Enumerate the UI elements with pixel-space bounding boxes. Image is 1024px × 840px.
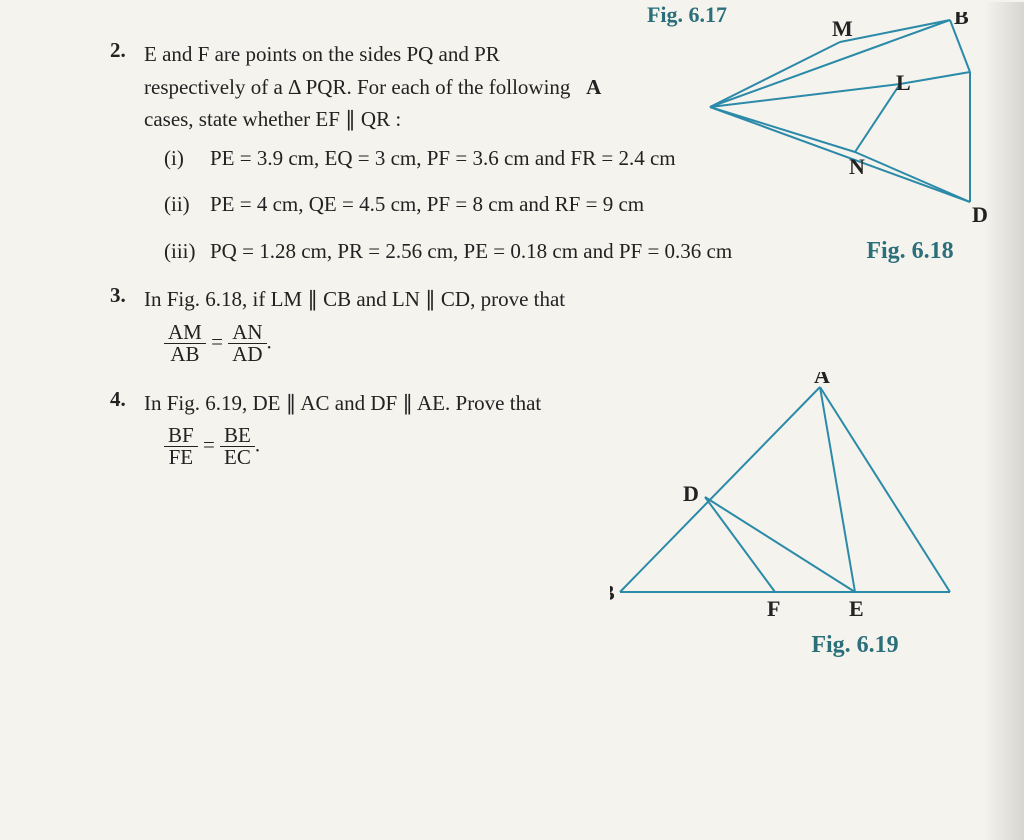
svg-text:A: A xyxy=(814,372,830,388)
q4-frac1-num: BF xyxy=(164,425,198,447)
q3-frac1-den: AB xyxy=(164,344,206,365)
q4-dot: . xyxy=(255,433,260,457)
q2-ii-label: (ii) xyxy=(164,188,210,221)
q2-ii-text: PE = 4 cm, QE = 4.5 cm, PF = 8 cm and RF… xyxy=(210,188,644,221)
q3-equation: AM AB = AN AD . xyxy=(164,322,984,365)
fig618-svg: MBLND xyxy=(700,12,1000,222)
figure-618: MBLND Fig. 6.18 xyxy=(700,12,1000,265)
q3-text: In Fig. 6.18, if LM ∥ CB and LN ∥ CD, pr… xyxy=(144,283,984,316)
svg-text:D: D xyxy=(683,481,699,506)
q2-line1: E and F are points on the sides PQ and P… xyxy=(144,42,500,66)
page-shadow xyxy=(984,2,1024,840)
q4-frac1: BF FE xyxy=(164,425,198,468)
q3-frac2-num: AN xyxy=(228,322,266,344)
svg-text:N: N xyxy=(849,154,865,179)
fig619-caption: Fig. 6.19 xyxy=(720,632,990,659)
q4-eq: = xyxy=(203,433,215,457)
svg-text:L: L xyxy=(896,70,911,95)
q3-frac1: AM AB xyxy=(164,322,206,365)
q2-line3: cases, state whether EF ∥ QR : xyxy=(144,107,401,131)
q4-frac2-den: EC xyxy=(220,447,255,468)
fig618-caption: Fig. 6.18 xyxy=(820,238,1000,265)
fig619-svg: A B D F E xyxy=(610,372,990,622)
q3-frac2-den: AD xyxy=(228,344,266,365)
fig618-point-A-inline: A xyxy=(586,75,601,99)
q2-iii-label: (iii) xyxy=(164,235,210,268)
q4-frac2-num: BE xyxy=(220,425,255,447)
q2-i-text: PE = 3.9 cm, EQ = 3 cm, PF = 3.6 cm and … xyxy=(210,142,676,175)
q2-i-label: (i) xyxy=(164,142,210,175)
q3-eq: = xyxy=(211,329,223,353)
svg-text:F: F xyxy=(767,596,780,621)
q4-frac2: BE EC xyxy=(220,425,255,468)
svg-text:M: M xyxy=(832,16,853,41)
q3-frac2: AN AD xyxy=(228,322,266,365)
svg-text:B: B xyxy=(954,12,969,29)
q3-dot: . xyxy=(267,329,272,353)
q2-iii-text: PQ = 1.28 cm, PR = 2.56 cm, PE = 0.18 cm… xyxy=(210,235,732,268)
q2-number: 2. xyxy=(110,38,144,136)
figure-619: A B D F E Fig. 6.19 xyxy=(610,372,990,659)
q3-number: 3. xyxy=(110,283,144,316)
q4-number: 4. xyxy=(110,387,144,420)
svg-text:E: E xyxy=(849,596,864,621)
q4-frac1-den: FE xyxy=(164,447,198,468)
q2-line2: respectively of a Δ PQR. For each of the… xyxy=(144,75,570,99)
svg-text:B: B xyxy=(610,580,615,605)
question-3: 3. In Fig. 6.18, if LM ∥ CB and LN ∥ CD,… xyxy=(110,283,984,316)
q3-frac1-num: AM xyxy=(164,322,206,344)
